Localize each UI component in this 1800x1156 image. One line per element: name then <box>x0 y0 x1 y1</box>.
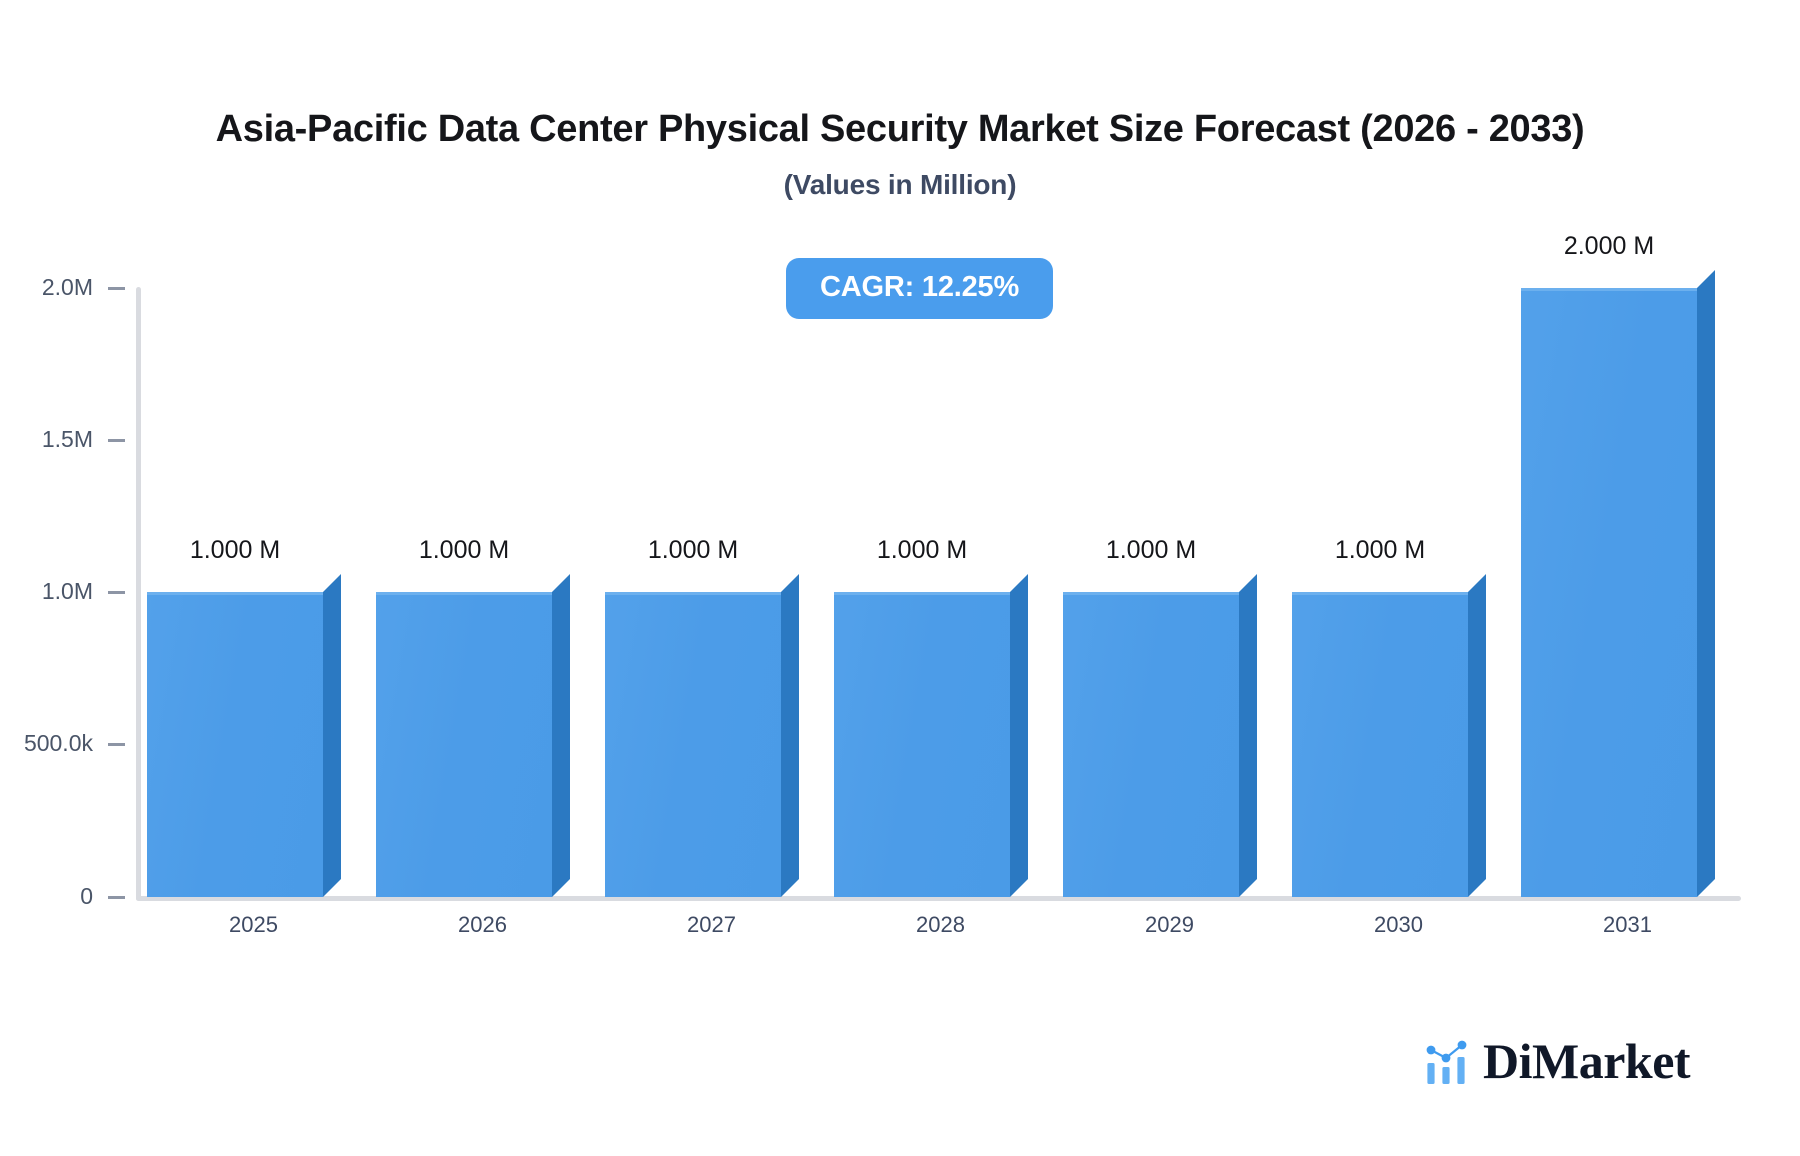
bar-top-face <box>1292 592 1468 595</box>
bar-top-face <box>605 592 781 595</box>
bar-value-label: 2.000 M <box>1563 232 1655 260</box>
bar-top-face <box>1063 592 1239 595</box>
bar-value-label: 1.000 M <box>1105 536 1197 564</box>
bar-value-label: 1.000 M <box>876 536 968 564</box>
y-axis-tick-label: 0 <box>80 882 93 909</box>
bar-2026[interactable] <box>376 574 570 897</box>
bar-value-label: 1.000 M <box>1334 536 1426 564</box>
x-axis-tick-label: 2029 <box>1145 912 1194 937</box>
page-title: Asia-Pacific Data Center Physical Securi… <box>215 108 1585 150</box>
x-axis-line <box>136 896 1741 901</box>
bar-value-label: 1.000 M <box>418 536 510 564</box>
bar-side-face <box>552 574 570 897</box>
x-axis-tick-label: 2026 <box>458 912 507 937</box>
bar-chart-icon <box>1424 1036 1470 1086</box>
dimarket-logo: DiMarket <box>1424 1033 1691 1089</box>
bar-value-label: 1.000 M <box>647 536 739 564</box>
y-axis-tick-mark <box>108 286 125 290</box>
bar-side-face <box>323 574 341 897</box>
bar-side-face <box>1010 574 1028 897</box>
bar-side-face <box>1239 574 1257 897</box>
bar-front-face <box>834 592 1010 897</box>
y-axis-tick-mark <box>108 743 125 747</box>
bar-front-face <box>605 592 781 897</box>
bar-2030[interactable] <box>1292 574 1486 897</box>
bar-front-face <box>1521 288 1697 897</box>
bar-top-face <box>834 592 1010 595</box>
y-axis-tick-label: 500.0k <box>23 730 93 757</box>
x-axis-tick-label: 2027 <box>687 912 736 937</box>
bar-top-face <box>1521 288 1697 291</box>
x-axis-tick-label: 2028 <box>916 912 965 937</box>
title-block: Asia-Pacific Data Center Physical Securi… <box>0 108 1800 201</box>
cagr-badge: CAGR: 12.25% <box>786 258 1054 319</box>
bar-2025[interactable] <box>147 574 341 897</box>
y-axis-tick-label: 1.0M <box>41 578 93 604</box>
bar-side-face <box>781 574 799 897</box>
bar-side-face <box>1468 574 1486 897</box>
x-axis-tick-label: 2030 <box>1374 912 1423 937</box>
bar-top-face <box>147 592 323 595</box>
y-axis-tick-label: 1.5M <box>41 425 93 452</box>
y-axis-line <box>136 287 141 901</box>
y-axis-tick-mark <box>108 895 125 899</box>
x-axis-tick-label: 2025 <box>229 912 278 937</box>
chart-subtitle: (Values in Million) <box>783 168 1017 200</box>
y-axis-tick-mark <box>108 438 125 442</box>
bar-2031[interactable] <box>1521 270 1715 897</box>
bar-value-label: 1.000 M <box>189 536 281 564</box>
x-axis-tick-label: 2031 <box>1603 912 1652 937</box>
y-axis-tick-mark <box>108 591 125 594</box>
bar-2028[interactable] <box>834 574 1028 897</box>
bar-side-face <box>1697 270 1715 897</box>
bar-front-face <box>1292 592 1468 897</box>
bar-2027[interactable] <box>605 574 799 897</box>
bar-front-face <box>1063 592 1239 897</box>
y-axis-tick-label: 2.0M <box>41 273 93 300</box>
bar-top-face <box>376 592 552 595</box>
bar-2029[interactable] <box>1063 574 1257 897</box>
bar-front-face <box>376 592 552 897</box>
logo-text: DiMarket <box>1483 1033 1691 1089</box>
bar-front-face <box>147 592 323 897</box>
